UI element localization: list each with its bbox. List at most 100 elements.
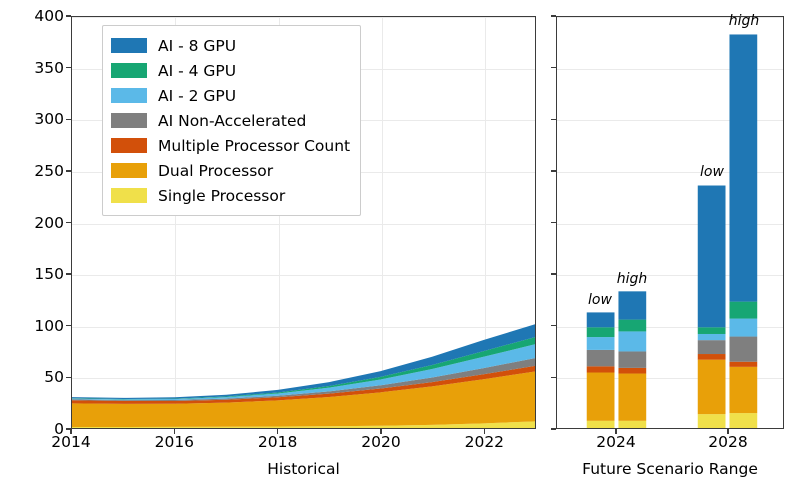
x-tick-mark bbox=[615, 429, 617, 434]
legend-item[interactable]: Multiple Processor Count bbox=[111, 133, 350, 158]
legend-item-label: Dual Processor bbox=[158, 161, 274, 180]
y-tick-label-300: 300 bbox=[34, 110, 64, 129]
legend-item[interactable]: AI - 4 GPU bbox=[111, 58, 350, 83]
gridline-y-50 bbox=[557, 378, 783, 380]
legend-item-label: AI - 2 GPU bbox=[158, 86, 237, 105]
y-tick-mark bbox=[551, 15, 556, 17]
bar-segment bbox=[586, 327, 615, 338]
area-band-ai-non-accelerated bbox=[72, 358, 535, 401]
bar-segment bbox=[697, 340, 726, 355]
y-tick-label-50: 50 bbox=[44, 368, 64, 387]
x-tick-mark bbox=[483, 429, 485, 434]
bar-segment bbox=[586, 420, 615, 428]
legend-item[interactable]: Dual Processor bbox=[111, 158, 350, 183]
x-tick-mark bbox=[70, 429, 72, 434]
bar-segment bbox=[618, 351, 647, 368]
y-tick-mark bbox=[66, 325, 71, 327]
bar-segment bbox=[586, 349, 615, 367]
gridline-y-50 bbox=[72, 378, 535, 380]
y-tick-mark bbox=[551, 170, 556, 172]
bar-segment bbox=[697, 414, 726, 428]
historical-stacked-area bbox=[72, 324, 535, 428]
x-tick-mark bbox=[277, 429, 279, 434]
gridline-x-2016 bbox=[175, 17, 177, 428]
y-tick-mark bbox=[66, 118, 71, 120]
legend-item[interactable]: Single Processor bbox=[111, 183, 350, 208]
x-tick-mark bbox=[380, 429, 382, 434]
y-tick-mark bbox=[551, 376, 556, 379]
y-tick-mark bbox=[66, 428, 71, 430]
area-band-dual-processor bbox=[72, 371, 535, 427]
gridline-y-200 bbox=[72, 223, 535, 225]
historical-axis-caption: Historical bbox=[267, 460, 340, 478]
bar-segment bbox=[697, 359, 726, 415]
y-tick-mark bbox=[66, 376, 71, 379]
legend-swatch-icon bbox=[111, 113, 147, 128]
future-stacked-bars bbox=[586, 34, 758, 428]
y-tick-mark bbox=[551, 221, 556, 224]
bar-segment bbox=[729, 361, 758, 367]
y-tick-label-400: 400 bbox=[34, 7, 64, 25]
bar-annotation-2028_high: high bbox=[728, 12, 760, 29]
y-tick-mark bbox=[66, 66, 71, 69]
future-plot-area bbox=[556, 16, 784, 429]
y-tick-mark bbox=[551, 118, 556, 120]
x-tick-label-2024: 2024 bbox=[596, 433, 636, 451]
y-tick-mark bbox=[66, 170, 71, 172]
bar-segment bbox=[729, 336, 758, 362]
legend-item-label: Single Processor bbox=[158, 186, 286, 205]
bar-segment bbox=[586, 312, 615, 328]
y-tick-label-250: 250 bbox=[34, 161, 64, 180]
gridline-y-400 bbox=[557, 17, 783, 18]
legend-item-label: AI Non-Accelerated bbox=[158, 111, 307, 130]
area-band-ai-2-gpu bbox=[72, 344, 535, 401]
gridline-x-2018 bbox=[278, 17, 280, 428]
bar-segment bbox=[618, 331, 647, 352]
gridline-y-100 bbox=[557, 326, 783, 328]
x-tick-label-2022: 2022 bbox=[464, 433, 505, 451]
bar-segment bbox=[729, 34, 758, 302]
y-tick-mark bbox=[66, 273, 71, 275]
gridline-x-2022 bbox=[485, 17, 487, 428]
y-tick-label-0: 0 bbox=[54, 420, 64, 438]
legend-swatch-icon bbox=[111, 163, 147, 178]
gridline-x-2020 bbox=[382, 17, 383, 428]
legend-item[interactable]: AI Non-Accelerated bbox=[111, 108, 350, 133]
legend-swatch-icon bbox=[111, 88, 147, 103]
bar-segment bbox=[618, 319, 647, 332]
gridline-y-400 bbox=[72, 17, 535, 18]
bar-annotation-2024_high: high bbox=[616, 270, 648, 287]
legend-swatch-icon bbox=[111, 188, 147, 203]
area-band-single-processor bbox=[72, 421, 535, 428]
bar-segment bbox=[618, 367, 647, 374]
future-axis-caption: Future Scenario Range bbox=[582, 460, 758, 478]
bar-annotation-2024_low: low bbox=[588, 291, 612, 308]
bar-segment bbox=[697, 333, 726, 341]
legend-item-label: Multiple Processor Count bbox=[158, 136, 351, 155]
legend-item-label: AI - 8 GPU bbox=[158, 36, 237, 55]
gridline-y-250 bbox=[557, 171, 783, 173]
x-tick-label-2014: 2014 bbox=[51, 433, 91, 451]
bar-segment bbox=[586, 366, 615, 373]
bar-segment bbox=[697, 185, 726, 328]
gridline-y-150 bbox=[557, 275, 783, 277]
y-tick-mark bbox=[551, 325, 556, 327]
bar-segment bbox=[618, 373, 647, 421]
gridline-y-100 bbox=[72, 326, 535, 328]
gridline-y-300 bbox=[557, 120, 783, 122]
bar-segment bbox=[586, 337, 615, 350]
legend-swatch-icon bbox=[111, 138, 147, 153]
y-tick-mark bbox=[551, 428, 556, 430]
y-axis-tick-labels: 0 50 100 150 200 250 300 350 400 bbox=[18, 0, 64, 488]
bar-segment bbox=[586, 372, 615, 421]
legend-item[interactable]: AI - 2 GPU bbox=[111, 83, 350, 108]
legend-item-label: AI - 4 GPU bbox=[158, 61, 237, 80]
bar-segment bbox=[697, 354, 726, 360]
y-tick-mark bbox=[551, 66, 556, 69]
x-tick-label-2028: 2028 bbox=[708, 433, 748, 451]
gridline-y-350 bbox=[557, 68, 783, 70]
legend-swatch-icon bbox=[111, 63, 147, 78]
bar-segment bbox=[729, 366, 758, 414]
legend-item[interactable]: AI - 8 GPU bbox=[111, 33, 350, 58]
